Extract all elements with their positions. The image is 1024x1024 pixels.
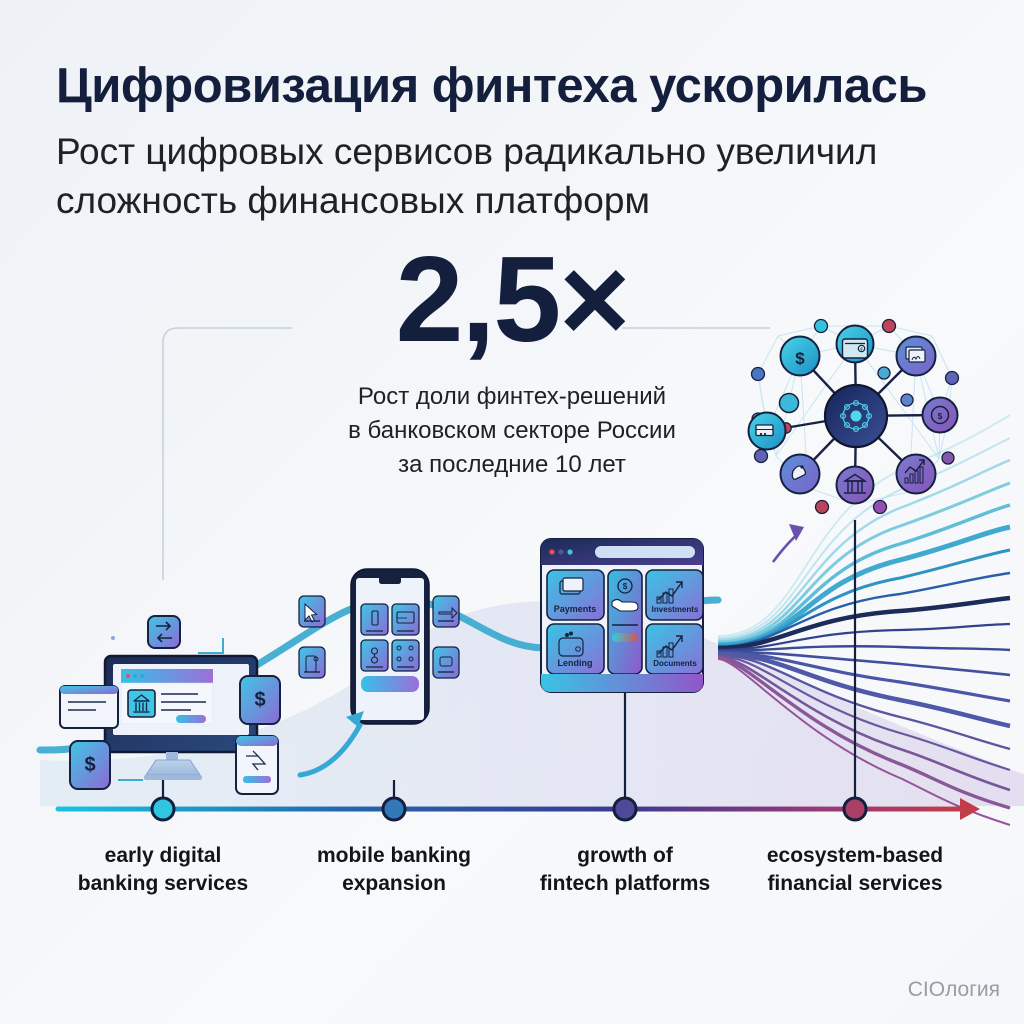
svg-text:$: $ (254, 689, 265, 711)
svg-text:Lending: Lending (558, 658, 593, 668)
svg-text:Investments: Investments (652, 605, 699, 614)
svg-text:$: $ (938, 412, 943, 421)
svg-text:$: $ (795, 349, 805, 368)
svg-text:$: $ (623, 582, 628, 591)
svg-text:Payments: Payments (554, 604, 597, 614)
svg-text:$: $ (84, 754, 95, 776)
svg-text:Documents: Documents (653, 659, 697, 668)
